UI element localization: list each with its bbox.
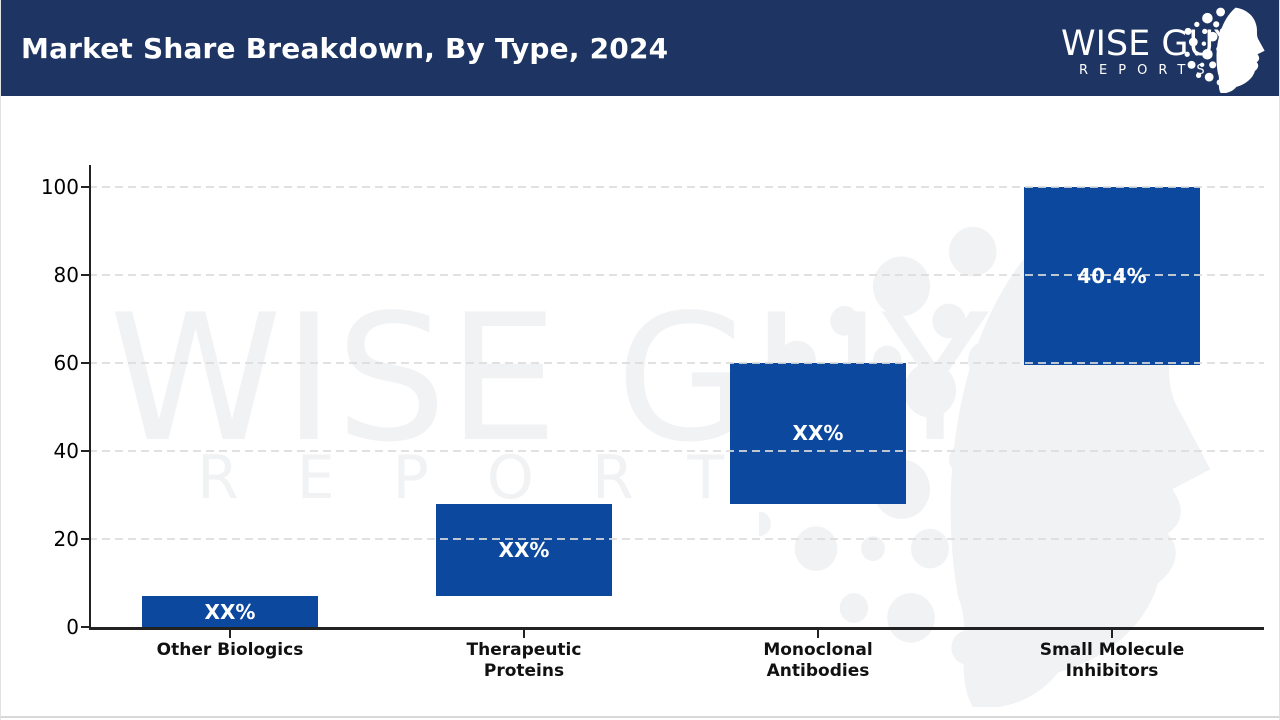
bar-value-label-2: XX%	[498, 538, 550, 562]
gridline-40	[89, 450, 1264, 452]
category-label-2: Therapeutic Proteins	[466, 640, 582, 681]
bar-2	[436, 503, 612, 597]
logo-head-icon	[1184, 7, 1265, 93]
y-tick-label-80: 80	[53, 263, 79, 287]
x-tick-3	[817, 630, 819, 638]
gridline-20	[89, 538, 1264, 540]
category-label-4: Small Molecule Inhibitors	[1039, 640, 1185, 681]
gridline-100	[89, 186, 1264, 188]
y-tick-100	[81, 186, 89, 188]
y-tick-label-100: 100	[40, 175, 79, 199]
x-axis-line	[89, 627, 1264, 630]
watermark-reports-text: REPORTS	[197, 443, 879, 513]
y-tick-label-60: 60	[53, 351, 79, 375]
bar-3	[730, 363, 906, 504]
y-axis-line	[89, 165, 91, 627]
x-tick-1	[229, 630, 231, 638]
x-tick-2	[523, 630, 525, 638]
y-tick-60	[81, 362, 89, 364]
y-tick-20	[81, 538, 89, 540]
header: Market Share Breakdown, By Type, 2024 WI…	[1, 0, 1279, 96]
x-tick-4	[1111, 630, 1113, 638]
bar-value-label-4: 40.4%	[1077, 263, 1147, 288]
y-tick-label-40: 40	[53, 439, 79, 463]
bar-1	[142, 596, 318, 627]
y-tick-label-20: 20	[53, 527, 79, 551]
bar-value-label-3: XX%	[792, 421, 844, 446]
category-label-3: Monoclonal Antibodies	[763, 640, 873, 681]
category-label-1: Other Biologics	[156, 640, 304, 660]
page-title: Market Share Breakdown, By Type, 2024	[21, 31, 669, 65]
gridline-80	[89, 274, 1264, 276]
logo-reports-text: REPORTS	[1079, 63, 1216, 78]
y-tick-40	[81, 450, 89, 452]
y-tick-80	[81, 274, 89, 276]
gridline-60	[89, 362, 1264, 364]
y-tick-label-0: 0	[66, 615, 79, 639]
y-tick-0	[81, 626, 89, 628]
wiseguy-logo: WISE GUY REPORTS	[1023, 0, 1273, 96]
bar-value-label-1: XX%	[204, 599, 256, 624]
bottom-divider	[1, 716, 1279, 718]
